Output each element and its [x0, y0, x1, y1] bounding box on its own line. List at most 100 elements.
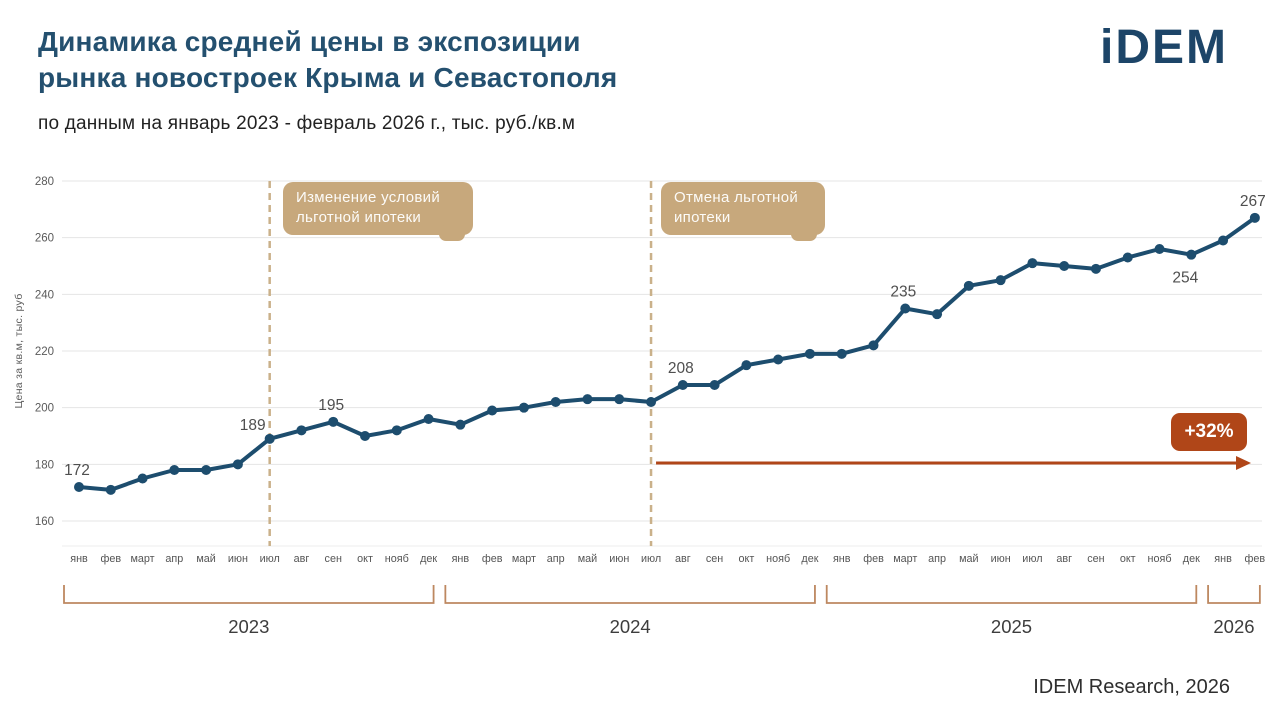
- year-label: 2024: [610, 616, 651, 637]
- price-point-label: 254: [1172, 270, 1198, 287]
- price-point: [677, 380, 688, 390]
- price-point: [487, 405, 498, 416]
- x-month-label: сен: [325, 553, 342, 565]
- x-month-label: нояб: [766, 553, 790, 565]
- x-month-label: нояб: [1148, 553, 1172, 565]
- x-month-label: март: [893, 553, 917, 565]
- price-point: [614, 394, 625, 405]
- price-point: [137, 473, 148, 484]
- price-point: [932, 309, 943, 320]
- price-point-label: 195: [318, 397, 344, 414]
- x-month-label: янв: [833, 553, 851, 565]
- price-point: [1122, 252, 1133, 263]
- x-month-label: окт: [357, 553, 373, 565]
- price-point: [1090, 263, 1101, 274]
- price-point: [1154, 244, 1165, 254]
- price-point-label: 208: [668, 360, 694, 377]
- year-label: 2025: [991, 616, 1032, 637]
- idem-logo: iDEM: [1100, 21, 1228, 74]
- year-bracket: [444, 585, 816, 604]
- price-point: [264, 433, 275, 444]
- year-label: 2023: [228, 616, 269, 637]
- price-point: [232, 459, 243, 470]
- page-title-line2: рынка новостроек Крыма и Севастополя: [38, 62, 618, 94]
- x-month-label: июл: [260, 553, 280, 565]
- x-month-label: янв: [452, 553, 470, 565]
- price-point: [836, 348, 847, 359]
- price-point: [391, 425, 402, 436]
- page-subtitle: по данным на январь 2023 - февраль 2026 …: [38, 113, 576, 134]
- y-tick-label: 200: [35, 403, 54, 415]
- price-point: [995, 275, 1006, 286]
- growth-arrow-head: [1236, 456, 1251, 470]
- price-point-label: 235: [890, 284, 916, 301]
- y-tick-label: 160: [35, 516, 54, 528]
- page-title-line1: Динамика средней цены в экспозиции: [38, 26, 581, 57]
- price-point: [296, 425, 307, 436]
- page-title: Динамика средней цены в экспозиции рынка…: [38, 24, 617, 97]
- x-month-label: июн: [609, 553, 629, 565]
- x-month-label: нояб: [385, 553, 409, 565]
- x-month-label: май: [959, 553, 978, 565]
- x-month-label: март: [512, 553, 536, 565]
- y-axis-title: Цена за кв.м, тыс. руб: [13, 293, 25, 408]
- x-month-label: фев: [482, 553, 503, 565]
- source-note: IDEM Research, 2026: [1033, 676, 1230, 698]
- price-point: [773, 354, 784, 365]
- year-label: 2026: [1213, 616, 1254, 637]
- price-point: [1059, 261, 1070, 271]
- price-point: [1027, 258, 1038, 269]
- x-month-label: окт: [738, 553, 754, 565]
- y-tick-label: 180: [35, 459, 54, 471]
- x-month-label: апр: [547, 553, 565, 565]
- x-month-label: фев: [100, 553, 121, 565]
- price-point: [360, 431, 371, 441]
- y-tick-label: 260: [35, 233, 54, 245]
- price-point-label: 189: [240, 417, 266, 434]
- x-month-label: фев: [1245, 553, 1266, 565]
- x-month-label: авг: [294, 553, 310, 565]
- price-line: [77, 215, 1257, 492]
- price-point: [646, 397, 657, 407]
- price-point: [582, 394, 593, 405]
- x-month-label: янв: [1214, 553, 1232, 565]
- x-month-label: дек: [801, 553, 818, 565]
- price-point: [328, 416, 339, 427]
- price-point: [963, 280, 974, 291]
- price-point: [105, 484, 116, 495]
- price-point: [1186, 249, 1197, 260]
- price-point: [1249, 212, 1260, 223]
- event-label-mortgage-cancel: Отмена льготной ипотеки: [661, 182, 825, 241]
- x-month-label: март: [130, 553, 154, 565]
- y-tick-label: 280: [35, 176, 54, 188]
- x-month-label: июл: [641, 553, 661, 565]
- x-month-label: янв: [70, 553, 88, 565]
- year-bracket: [825, 585, 1198, 604]
- x-month-label: окт: [1120, 553, 1136, 565]
- x-month-label: май: [578, 553, 597, 565]
- growth-badge: +32%: [1171, 413, 1247, 451]
- year-bracket: [63, 585, 435, 604]
- price-point: [900, 303, 911, 314]
- price-point: [201, 465, 212, 475]
- y-tick-label: 240: [35, 289, 54, 301]
- x-month-label: апр: [928, 553, 946, 565]
- x-month-label: сен: [706, 553, 723, 565]
- x-month-label: сен: [1087, 553, 1104, 565]
- price-point: [709, 380, 720, 390]
- event-label-mortgage-change: Изменение условий льготной ипотеки: [283, 182, 473, 241]
- x-month-label: авг: [1056, 553, 1072, 565]
- price-point-label: 267: [1240, 193, 1266, 210]
- x-month-label: июл: [1022, 553, 1042, 565]
- price-point: [550, 397, 561, 407]
- x-month-label: авг: [675, 553, 691, 565]
- price-point: [804, 348, 815, 359]
- year-bracket: [1207, 585, 1261, 604]
- x-month-label: дек: [420, 553, 437, 565]
- price-point-label: 172: [64, 462, 90, 479]
- price-point: [1218, 235, 1229, 246]
- x-month-label: апр: [165, 553, 183, 565]
- price-point: [423, 414, 434, 424]
